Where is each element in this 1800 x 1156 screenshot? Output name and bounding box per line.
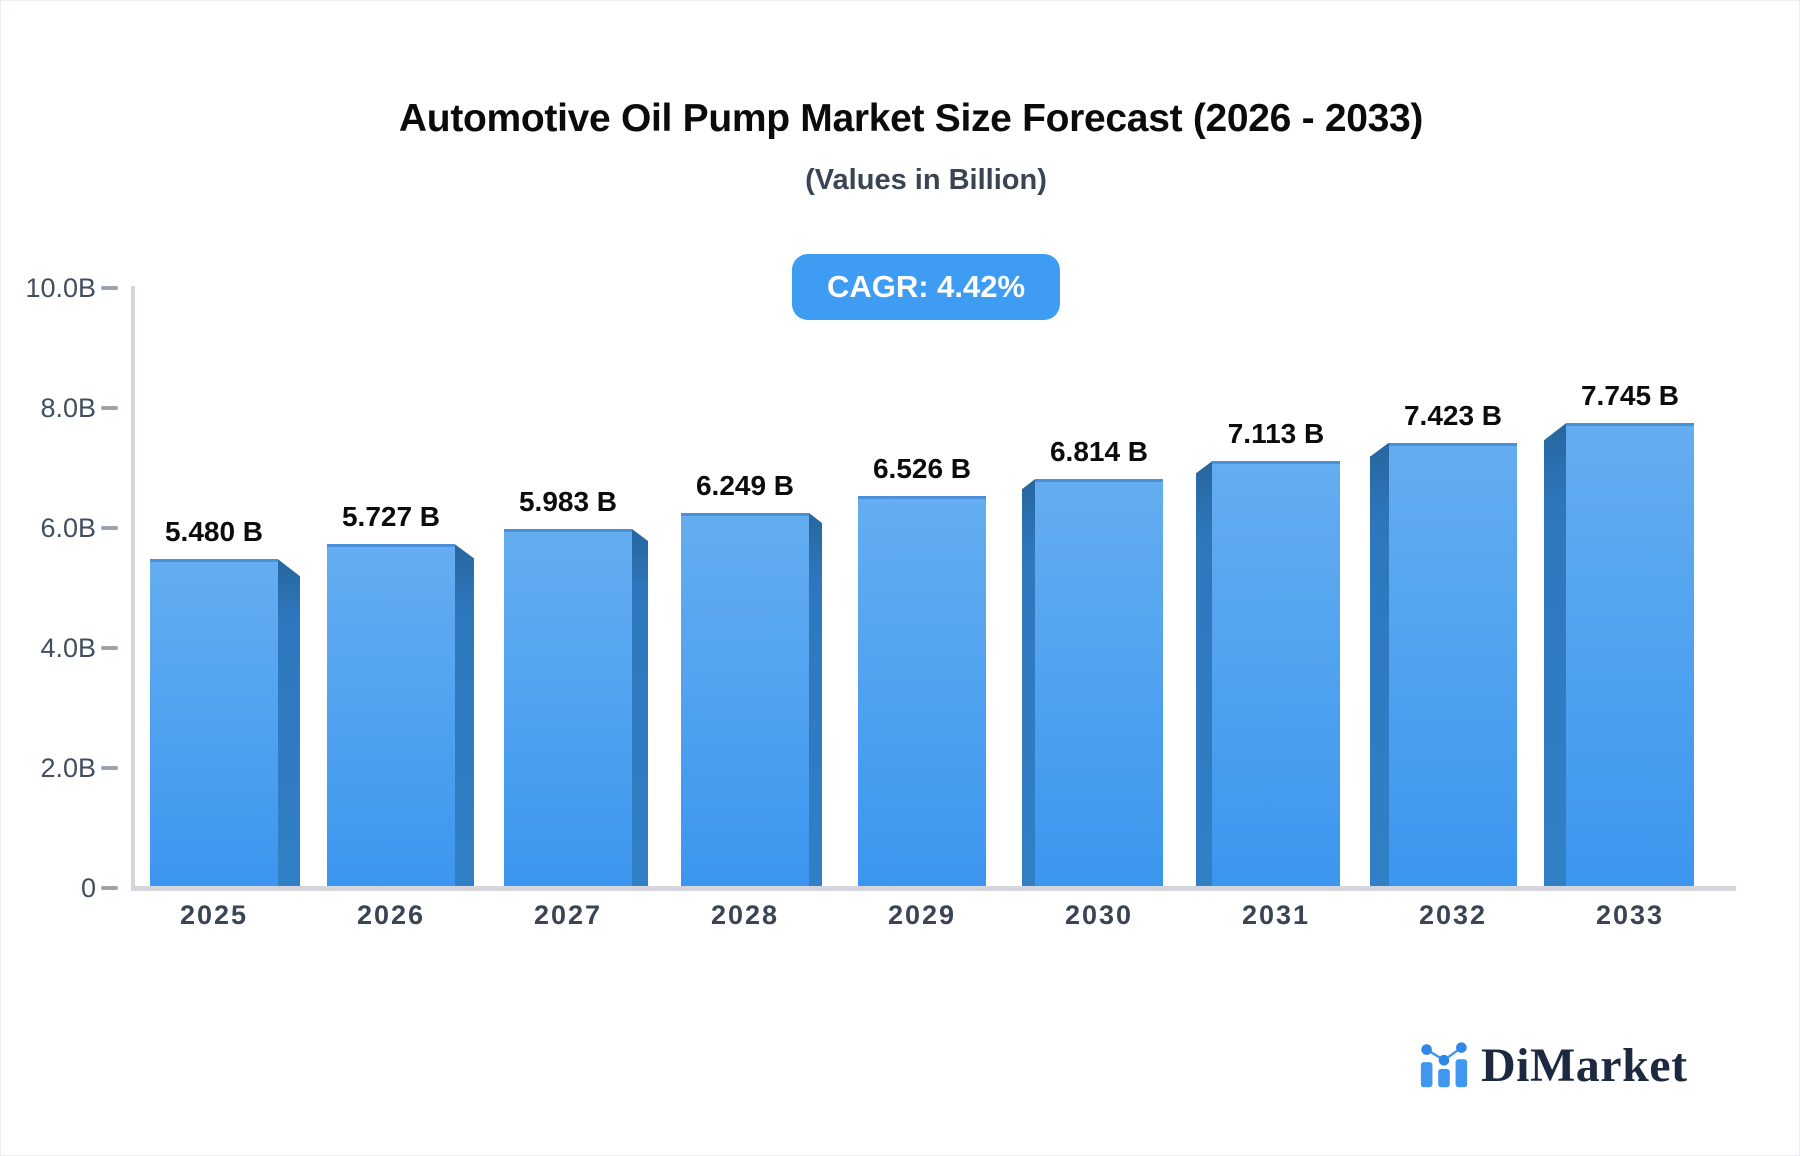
- mini-bar-chart-icon: [1420, 1042, 1468, 1088]
- brand-logo: DiMarket: [1417, 1037, 1688, 1095]
- chart-title: Automotive Oil Pump Market Size Forecast…: [398, 97, 1424, 140]
- x-axis-label: 2026: [356, 900, 426, 930]
- bar-front-face: [1389, 442, 1517, 886]
- x-axis-label: 2032: [1418, 900, 1488, 930]
- x-axis-label: 2031: [1241, 900, 1311, 930]
- y-axis-tick-label: 6.0B: [40, 513, 96, 543]
- bar-side-face: [455, 544, 474, 886]
- x-axis-label: 2030: [1064, 900, 1134, 930]
- y-axis-tick-dash: [101, 526, 118, 530]
- y-axis-tick-label: 2.0B: [40, 753, 96, 783]
- bar-value-label: 5.983 B: [518, 486, 618, 518]
- y-axis-tick-label: 4.0B: [40, 633, 96, 663]
- bar-side-face: [1196, 461, 1212, 886]
- y-axis-line: [131, 286, 135, 891]
- y-axis-tick-dash: [101, 886, 118, 890]
- bar-front-face: [1212, 461, 1340, 886]
- chart-subtitle: (Values in Billion): [805, 164, 1047, 196]
- bar-side-face: [1544, 423, 1566, 886]
- bar-value-label: 6.814 B: [1049, 436, 1149, 468]
- x-axis-label: 2028: [710, 900, 780, 930]
- bar-value-label: 5.480 B: [164, 516, 264, 548]
- bar-side-face: [278, 559, 300, 886]
- bar-side-face: [1022, 479, 1035, 886]
- bar-front-face: [681, 513, 809, 886]
- y-axis-tick-label: 8.0B: [40, 393, 96, 423]
- bar-value-label: 6.526 B: [872, 453, 972, 485]
- y-axis-tick-dash: [101, 286, 118, 290]
- bar-side-face: [632, 529, 648, 886]
- bar-value-label: 7.423 B: [1403, 399, 1503, 431]
- bar-side-face: [1370, 442, 1389, 886]
- cagr-badge: CAGR: 4.42%: [791, 254, 1061, 320]
- bar-front-face: [150, 559, 278, 886]
- y-axis-tick-label: 0: [80, 873, 96, 903]
- bar-front-face: [1035, 479, 1163, 886]
- brand-logo-text: DiMarket: [1481, 1039, 1688, 1092]
- y-axis-tick-dash: [101, 646, 118, 650]
- bar-value-label: 5.727 B: [341, 501, 441, 533]
- bar-front-face: [1566, 423, 1694, 886]
- y-axis-tick-label: 10.0B: [25, 273, 96, 303]
- bar-front-face: [858, 496, 986, 886]
- bar-front-face: [504, 529, 632, 886]
- x-axis-baseline: [131, 886, 1736, 891]
- x-axis-label: 2033: [1595, 900, 1665, 930]
- x-axis-label: 2027: [533, 900, 603, 930]
- y-axis-tick-dash: [101, 406, 118, 410]
- y-axis-tick-dash: [101, 766, 118, 770]
- bar-front-face: [327, 544, 455, 886]
- bar-value-label: 7.113 B: [1227, 418, 1325, 450]
- bar-value-label: 7.745 B: [1580, 380, 1680, 412]
- bar-value-label: 6.249 B: [695, 470, 795, 502]
- x-axis-label: 2029: [887, 900, 957, 930]
- bar-side-face: [809, 513, 822, 886]
- x-axis-label: 2025: [179, 900, 249, 930]
